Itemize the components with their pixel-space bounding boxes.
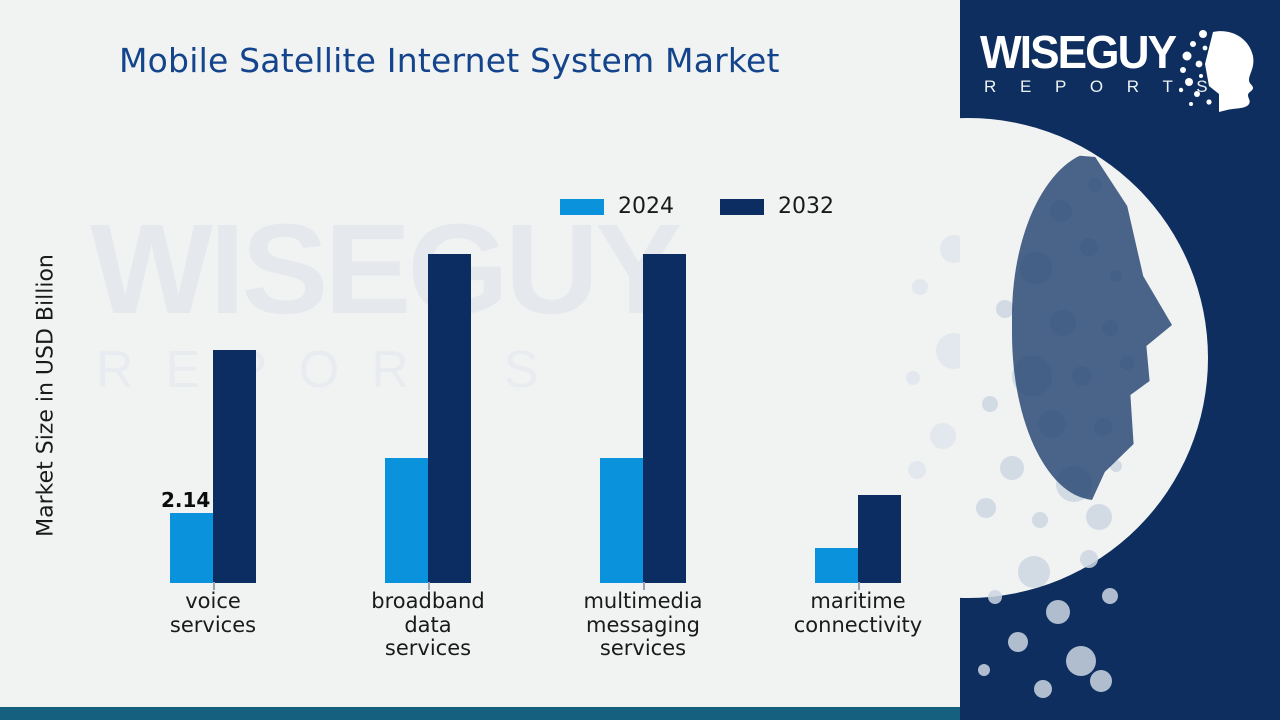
bar-2024-group-2[interactable] <box>385 458 428 583</box>
legend-label-2024: 2024 <box>618 194 674 219</box>
bar-value-label: 2.14 <box>161 488 211 512</box>
bar-2032-group-3[interactable] <box>643 254 686 583</box>
logo-subtitle: R E P O R T S <box>984 77 1218 96</box>
y-axis-label: Market Size in USD Billion <box>33 254 59 537</box>
x-axis-label-2: broadband data services <box>371 589 485 660</box>
x-axis-label-4: maritime connectivity <box>793 589 923 637</box>
legend-item-2024[interactable]: 2024 <box>560 194 674 219</box>
legend-item-2032[interactable]: 2032 <box>720 194 834 219</box>
x-axis-label-3: multimedia messaging services <box>583 589 703 660</box>
bar-2024-group-1[interactable] <box>170 513 213 583</box>
legend-swatch-2032 <box>720 198 764 215</box>
legend-swatch-2024 <box>560 198 604 215</box>
x-axis-tick-2 <box>428 582 430 590</box>
bar-2032-group-4[interactable] <box>858 495 901 583</box>
x-axis-label-1: voice services <box>169 589 257 637</box>
logo-wordmark: WISEGUY <box>980 26 1177 78</box>
bar-2032-group-2[interactable] <box>428 254 471 583</box>
chart-plot-area: WISEGUY REPORTS Mobile Satellite Interne… <box>33 41 1062 660</box>
x-axis-tick-4 <box>858 582 860 590</box>
wiseguy-reports-logo[interactable]: WISEGUY R E P O R T S <box>980 28 1265 113</box>
brand-panel: WISEGUY R E P O R T S <box>960 0 1280 720</box>
page-title: Mobile Satellite Internet System Market <box>119 41 780 80</box>
bar-2024-group-4[interactable] <box>815 548 858 583</box>
bottom-accent-strip <box>0 707 960 720</box>
watermark-wordmark: WISEGUY <box>90 198 682 341</box>
head-profile-dots-icon <box>1179 30 1254 112</box>
legend-label-2032: 2032 <box>778 194 834 219</box>
x-axis-tick-1 <box>213 582 215 590</box>
x-axis-tick-3 <box>643 582 645 590</box>
bar-2024-group-3[interactable] <box>600 458 643 583</box>
chart-legend: 2024 2032 <box>560 194 834 219</box>
bar-2032-group-1[interactable] <box>213 350 256 583</box>
